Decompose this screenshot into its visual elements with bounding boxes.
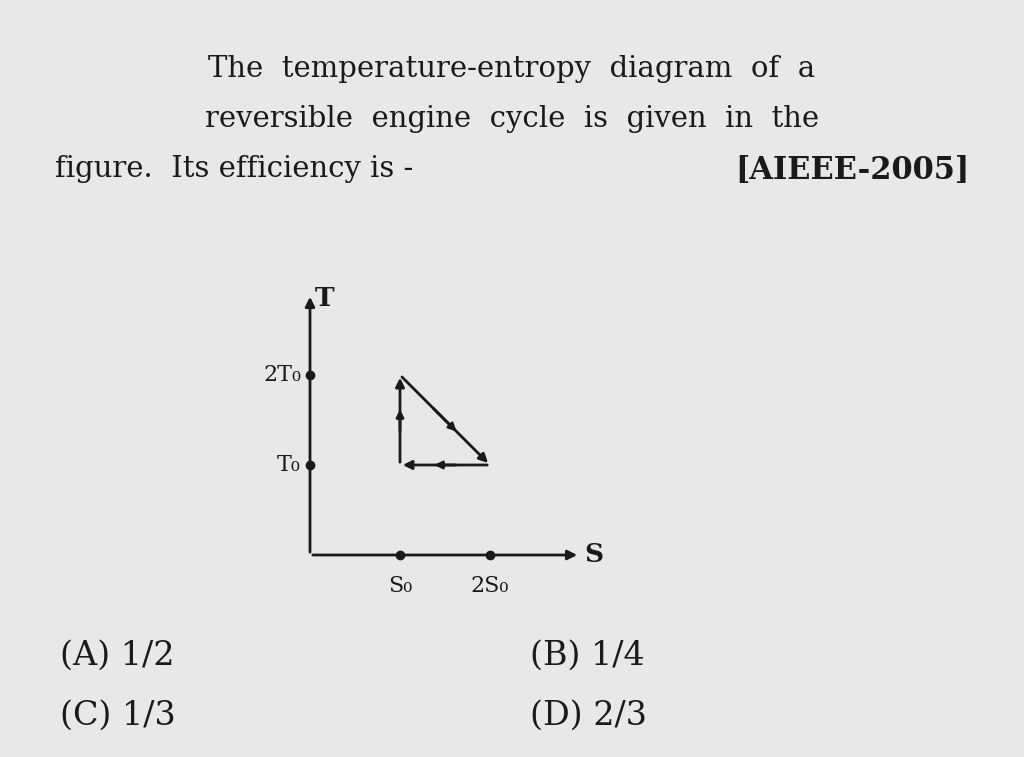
- Text: T: T: [314, 286, 334, 311]
- Text: (B) 1/4: (B) 1/4: [530, 640, 645, 672]
- Text: (C) 1/3: (C) 1/3: [60, 700, 176, 732]
- Text: The  temperature-entropy  diagram  of  a: The temperature-entropy diagram of a: [208, 55, 816, 83]
- Text: (D) 2/3: (D) 2/3: [530, 700, 647, 732]
- Text: (A) 1/2: (A) 1/2: [60, 640, 174, 672]
- Text: S: S: [585, 543, 603, 568]
- Text: figure.  Its efficiency is -: figure. Its efficiency is -: [55, 155, 414, 183]
- Text: T₀: T₀: [278, 454, 301, 476]
- Text: reversible  engine  cycle  is  given  in  the: reversible engine cycle is given in the: [205, 105, 819, 133]
- Text: 2S₀: 2S₀: [471, 575, 509, 597]
- Text: 2T₀: 2T₀: [263, 364, 301, 386]
- Text: S₀: S₀: [388, 575, 412, 597]
- Text: [AIEEE-2005]: [AIEEE-2005]: [735, 155, 970, 186]
